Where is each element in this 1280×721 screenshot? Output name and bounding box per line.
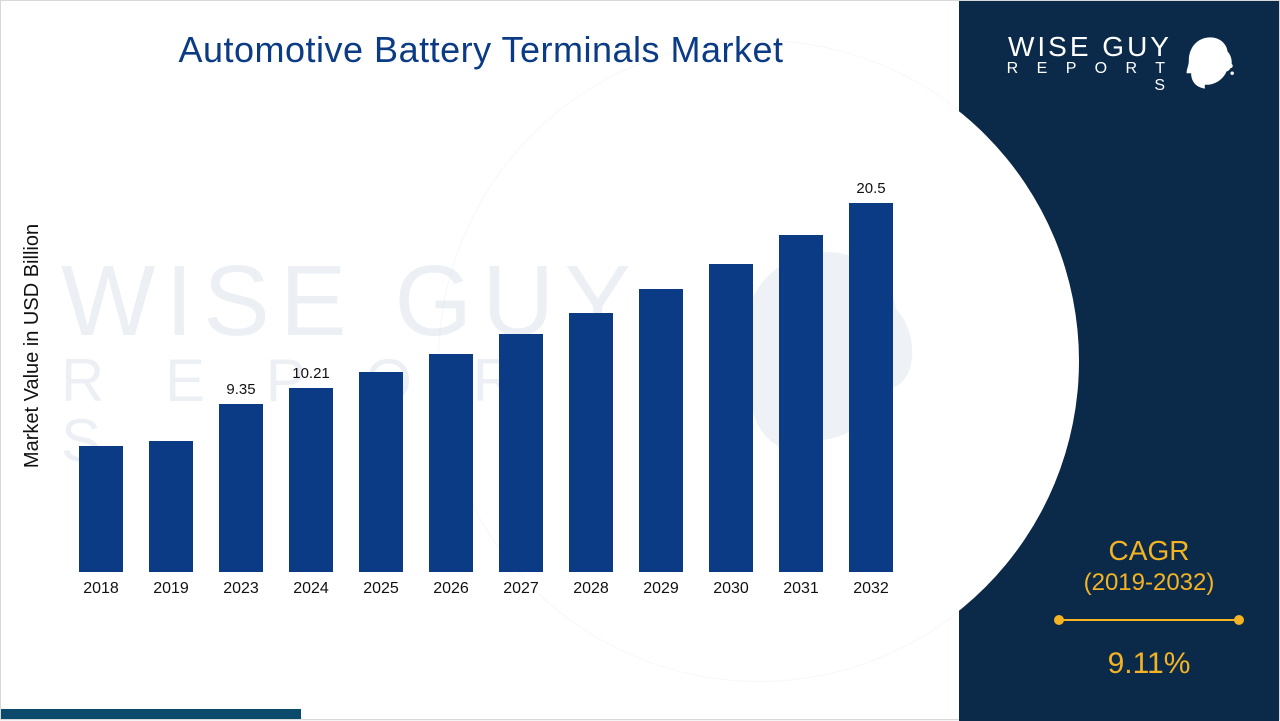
bar	[289, 388, 333, 572]
x-tick: 2027	[491, 572, 551, 606]
x-tick: 2018	[71, 572, 131, 606]
x-tick: 2030	[701, 572, 761, 606]
bar-2031	[771, 235, 831, 572]
brand-logo-line2: R E P O R T S	[999, 61, 1172, 95]
cagr-panel: CAGR (2019-2032) 9.11%	[1019, 535, 1279, 681]
bar	[779, 235, 823, 572]
x-tick: 2026	[421, 572, 481, 606]
bar	[219, 404, 263, 572]
card: Automotive Battery Terminals Market WISE…	[0, 0, 1280, 720]
bar-2019	[141, 441, 201, 572]
bar-chart: 9.3510.2120.5 20182019202320242025202620…	[71, 176, 901, 606]
bar	[569, 313, 613, 572]
chart-title: Automotive Battery Terminals Market	[1, 29, 961, 71]
bar-2025	[351, 372, 411, 572]
bar	[639, 289, 683, 572]
x-tick: 2024	[281, 572, 341, 606]
plot-area: 9.3510.2120.5	[71, 176, 901, 572]
bar-2024: 10.21	[281, 388, 341, 572]
bar-2028	[561, 313, 621, 572]
bar	[849, 203, 893, 572]
bar-2026	[421, 354, 481, 572]
bar-2023: 9.35	[211, 404, 271, 572]
bottom-accent-bar	[1, 709, 301, 719]
cagr-divider	[1059, 619, 1239, 621]
brand-logo-line1: WISE GUY	[999, 32, 1172, 61]
bar	[79, 446, 123, 572]
bar	[149, 441, 193, 572]
bar-2018	[71, 446, 131, 572]
bar	[429, 354, 473, 572]
x-axis-ticks: 2018 2019 2023 2024 2025 2026 2027 2028 2029 2030…	[71, 572, 901, 606]
cagr-label: CAGR	[1019, 535, 1279, 567]
bar-value-label: 9.35	[226, 381, 255, 398]
cagr-period: (2019-2032)	[1019, 569, 1279, 597]
bar-value-label: 10.21	[292, 365, 330, 382]
x-tick: 2031	[771, 572, 831, 606]
bars-container: 9.3510.2120.5	[71, 176, 901, 572]
bar	[359, 372, 403, 572]
bar	[709, 264, 753, 572]
cagr-value: 9.11%	[1019, 647, 1279, 681]
bar-2027	[491, 334, 551, 572]
head-icon	[1182, 31, 1239, 95]
bar-2030	[701, 264, 761, 572]
x-tick: 2032	[841, 572, 901, 606]
y-axis-label: Market Value in USD Billion	[21, 131, 44, 561]
x-tick: 2028	[561, 572, 621, 606]
bar-2032: 20.5	[841, 203, 901, 572]
bar-value-label: 20.5	[856, 180, 885, 197]
x-tick: 2025	[351, 572, 411, 606]
brand-logo: WISE GUY R E P O R T S	[999, 31, 1239, 95]
brand-logo-text: WISE GUY R E P O R T S	[999, 32, 1172, 95]
bar	[499, 334, 543, 572]
x-tick: 2029	[631, 572, 691, 606]
bar-2029	[631, 289, 691, 572]
x-tick: 2019	[141, 572, 201, 606]
x-tick: 2023	[211, 572, 271, 606]
